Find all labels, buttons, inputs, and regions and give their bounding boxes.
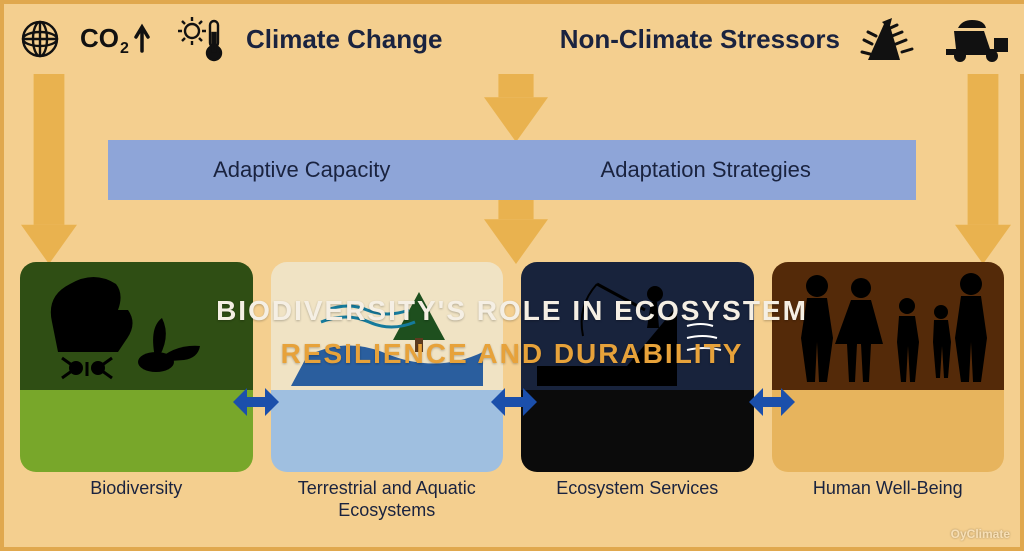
climate-change-label: Climate Change	[246, 24, 443, 55]
tile-bottom	[271, 390, 504, 472]
overlay-title: BIODIVERSITY'S ROLE IN ECOSYSTEM RESILIE…	[4, 289, 1020, 376]
pine-broken-icon	[858, 14, 922, 64]
tile-labels-row: Biodiversity Terrestrial and Aquatic Ecos…	[20, 478, 1004, 521]
adaptation-strategies-label: Adaptation Strategies	[601, 157, 811, 183]
nonclimate-label: Non-Climate Stressors	[560, 25, 840, 54]
tile-label-services: Ecosystem Services	[521, 478, 754, 521]
globe-icon	[18, 17, 62, 61]
sun-thermometer-icon	[176, 15, 228, 63]
tile-bottom	[20, 390, 253, 472]
overlay-line1: BIODIVERSITY'S ROLE IN ECOSYSTEM	[4, 289, 1020, 332]
tile-label-ecosystems: Terrestrial and Aquatic Ecosystems	[271, 478, 504, 521]
svg-text:CO: CO	[80, 23, 119, 53]
overlay-line2: RESILIENCE AND DURABILITY	[4, 332, 1020, 375]
nonclimate-band: Non-Climate Stressors	[516, 4, 1024, 74]
adaptive-capacity-label: Adaptive Capacity	[213, 157, 390, 183]
svg-text:2: 2	[120, 40, 129, 57]
mid-bar: Adaptive Capacity Adaptation Strategies	[108, 140, 916, 200]
tile-label-wellbeing: Human Well-Being	[772, 478, 1005, 521]
watermark: OyClimate	[951, 527, 1010, 541]
tile-bottom	[521, 390, 754, 472]
tile-label-biodiversity: Biodiversity	[20, 478, 253, 521]
climate-change-band: CO2 Climate Change	[4, 4, 516, 74]
diagram-canvas: CO2 Climate Change Non-Climate Stressors…	[0, 0, 1024, 551]
dump-truck-icon	[940, 14, 1014, 64]
co2-up-icon: CO2	[80, 17, 158, 61]
tile-bottom	[772, 390, 1005, 472]
